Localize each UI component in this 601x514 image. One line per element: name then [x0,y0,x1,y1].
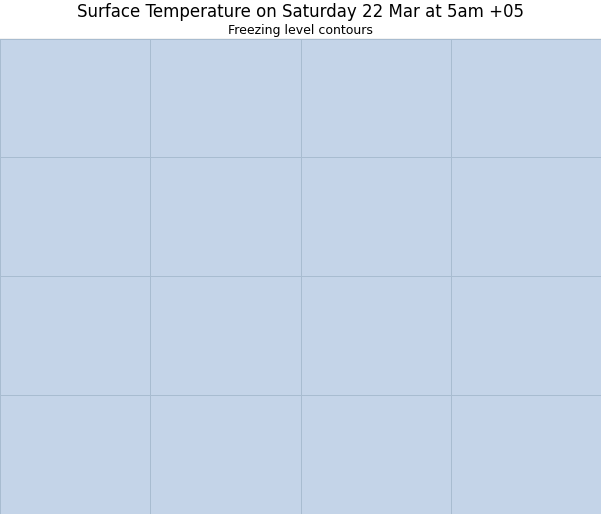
Text: Freezing level contours: Freezing level contours [228,24,373,36]
Text: Surface Temperature on Saturday 22 Mar at 5am +05: Surface Temperature on Saturday 22 Mar a… [77,3,524,22]
